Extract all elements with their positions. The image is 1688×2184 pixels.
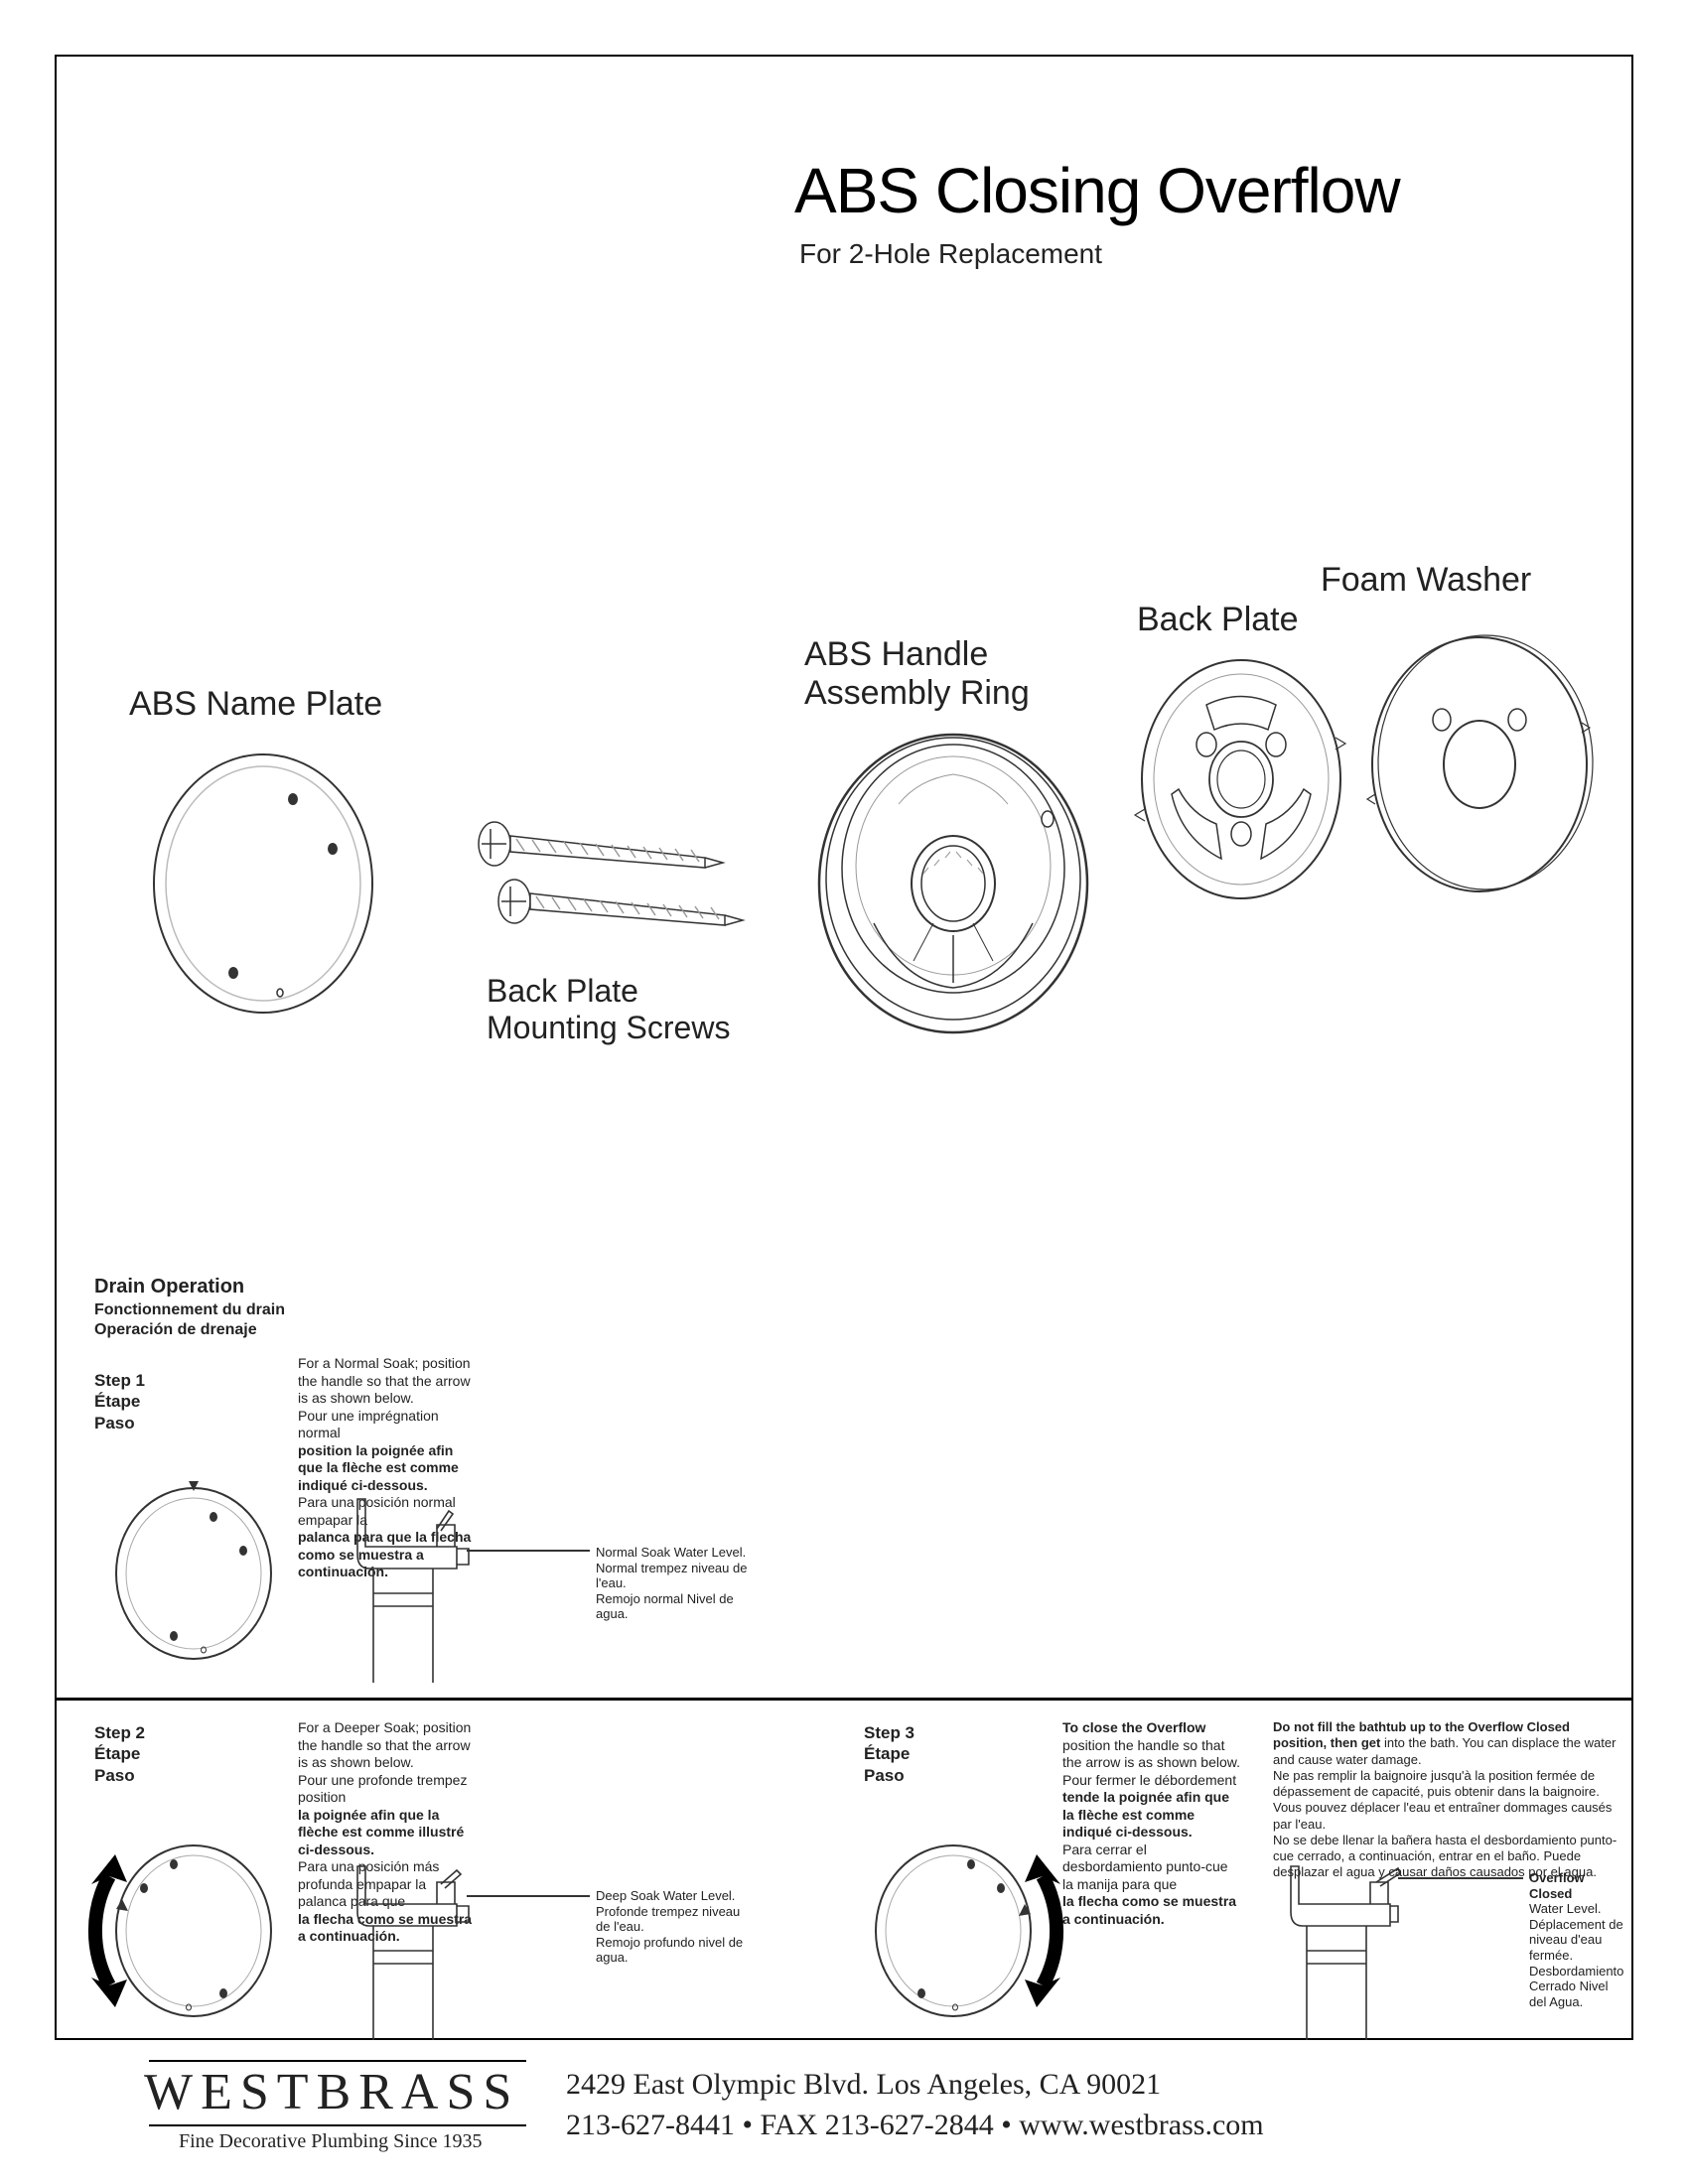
- label-screws: Back Plate Mounting Screws: [487, 973, 730, 1046]
- section-divider: [57, 1698, 1631, 1701]
- label-foam-washer: Foam Washer: [1321, 561, 1531, 600]
- diagram-screws: [467, 814, 765, 968]
- drain-op-es: Operación de drenaje: [94, 1320, 257, 1339]
- step3-pipe: [1271, 1856, 1529, 2050]
- step3-text: To close the Overflow position the handl…: [1062, 1719, 1241, 1928]
- page-title: ABS Closing Overflow: [794, 154, 1400, 227]
- step3-plate: [844, 1817, 1072, 2050]
- page-subtitle: For 2-Hole Replacement: [799, 238, 1102, 270]
- label-ring: ABS Handle Assembly Ring: [804, 635, 1030, 713]
- step1-plate: [104, 1479, 283, 1673]
- step3-warning: Do not fill the bathtub up to the Overfl…: [1273, 1719, 1620, 1881]
- step3-label: Step 3 Étape Paso: [864, 1722, 914, 1786]
- drain-op-fr: Fonctionnement du drain: [94, 1300, 285, 1319]
- step2-pipe: [338, 1856, 596, 2050]
- diagram-foam-washer: [1360, 625, 1599, 908]
- diagram-ring: [804, 725, 1102, 1047]
- step1-label: Step 1 Étape Paso: [94, 1370, 145, 1433]
- footer-address: 2429 East Olympic Blvd. Los Angeles, CA …: [566, 2065, 1264, 2145]
- footer-brand: WESTBRASS: [144, 2063, 519, 2121]
- label-back-plate: Back Plate: [1137, 601, 1299, 639]
- footer-tagline: Fine Decorative Plumbing Since 1935: [179, 2130, 483, 2153]
- footer-rule-top: [149, 2060, 526, 2062]
- diagram-back-plate: [1127, 650, 1355, 913]
- diagram-name-plate: [139, 745, 397, 1027]
- step2-label: Step 2 Étape Paso: [94, 1722, 145, 1786]
- step2-water-label: Deep Soak Water Level. Profonde trempez …: [596, 1888, 755, 1966]
- label-name-plate: ABS Name Plate: [129, 685, 382, 724]
- drain-op-title: Drain Operation: [94, 1276, 244, 1298]
- footer-rule-bottom: [149, 2124, 526, 2126]
- step3-water-label: Overflow Closed Water Level. Déplacement…: [1529, 1870, 1628, 2009]
- step1-water-label: Normal Soak Water Level. Normal trempez …: [596, 1545, 755, 1622]
- step1-pipe: [338, 1489, 596, 1693]
- step2-plate: [74, 1817, 303, 2050]
